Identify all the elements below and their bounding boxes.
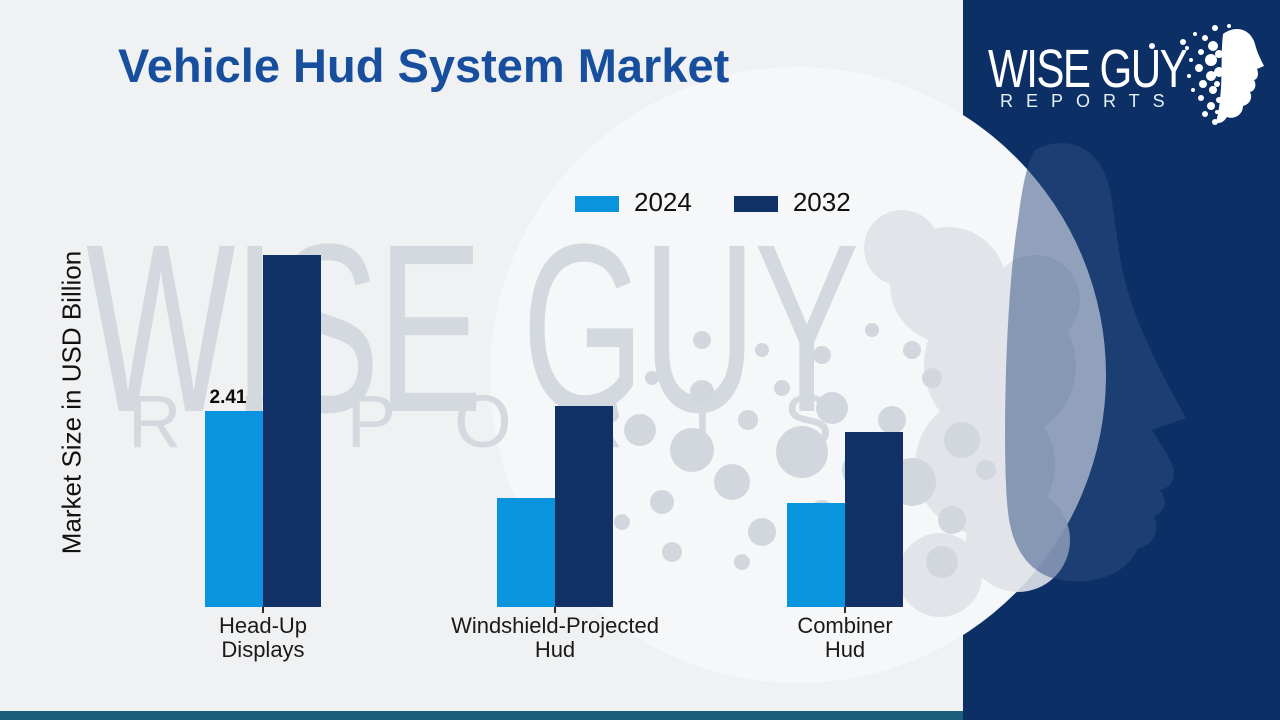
legend-item-2032: 2032 <box>733 187 851 218</box>
bar-value-label: 2.41 <box>209 387 247 408</box>
logo-head-icon <box>1185 24 1264 125</box>
y-axis-label: Market Size in USD Billion <box>56 250 87 555</box>
footer-accent-bar <box>0 711 963 720</box>
page-title: Vehicle Hud System Market <box>118 39 730 92</box>
bar-2032-combiner-hud <box>845 432 903 607</box>
legend-label-2032: 2032 <box>792 187 851 217</box>
bar-2024-combiner-hud <box>787 503 845 607</box>
chart-legend: 2024 2032 <box>575 187 851 218</box>
logo-letter-dots <box>1149 39 1186 49</box>
logo-wordmark: WISE GUY <box>988 39 1188 99</box>
bar-2024-windshield-projected-hud <box>497 498 555 607</box>
category-tick <box>844 607 846 613</box>
legend-item-2024: 2024 <box>575 187 692 218</box>
legend-swatch-2032 <box>733 196 778 212</box>
category-tick <box>554 607 556 613</box>
category-label-combiner-hud: Combiner Hud <box>797 613 893 663</box>
legend-label-2024: 2024 <box>634 187 692 217</box>
category-tick <box>262 607 264 613</box>
bar-2024-head-up-displays <box>205 411 263 607</box>
bar-2032-windshield-projected-hud <box>555 406 613 607</box>
category-label-windshield-projected-hud: Windshield-Projected Hud <box>451 613 659 663</box>
watermark-wiseguy-text: WISE GUY <box>86 194 860 462</box>
legend-swatch-2024 <box>575 196 619 212</box>
bar-2032-head-up-displays <box>263 255 321 607</box>
logo-reports-label: REPORTS <box>1000 91 1178 111</box>
category-label-head-up-displays: Head-Up Displays <box>218 613 308 663</box>
blue-face-silhouette <box>1005 143 1186 582</box>
